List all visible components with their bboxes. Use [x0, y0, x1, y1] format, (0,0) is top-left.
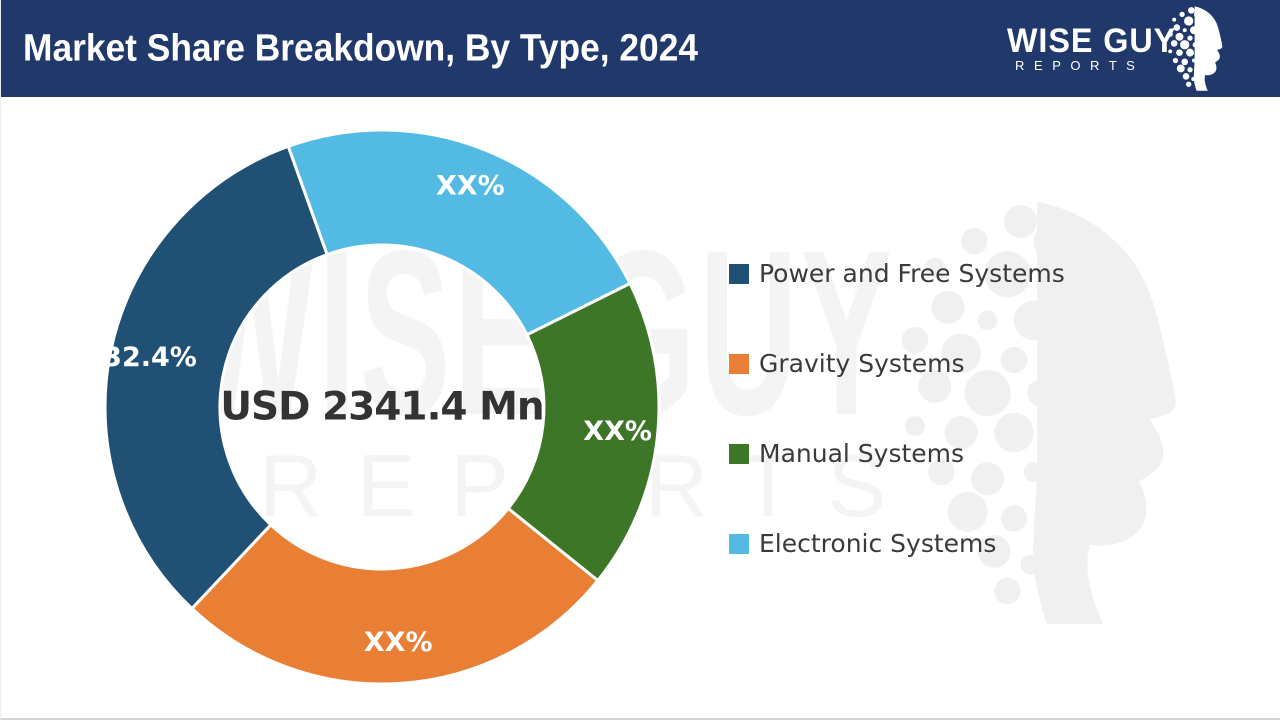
donut-segment-electronic-systems[interactable]: [286, 128, 632, 337]
legend-label: Gravity Systems: [759, 349, 965, 378]
brand-logo: WISE GUY R E P O R T S: [991, 0, 1280, 97]
legend-label: Power and Free Systems: [759, 259, 1065, 288]
legend-label: Manual Systems: [759, 439, 965, 468]
segment-value-label: 32.4%: [103, 342, 197, 373]
donut-segment-gravity-systems[interactable]: [190, 507, 600, 686]
header-bar: Market Share Breakdown, By Type, 2024 WI…: [1, 0, 1280, 97]
segment-value-label: XX%: [583, 416, 652, 447]
legend-swatch: [729, 264, 749, 284]
legend-item-manual-systems[interactable]: Manual Systems: [729, 441, 1065, 467]
logo-wordmark: WISE GUY: [1007, 22, 1177, 60]
legend-item-electronic-systems[interactable]: Electronic Systems: [729, 531, 1065, 557]
legend-label: Electronic Systems: [759, 529, 997, 558]
logo-subtext: R E P O R T S: [1015, 58, 1138, 73]
donut-segment-power-and-free-systems[interactable]: [103, 144, 329, 610]
legend-item-power-and-free-systems[interactable]: Power and Free Systems: [729, 261, 1065, 287]
donut-segment-manual-systems[interactable]: [506, 282, 661, 583]
center-value-label: USD 2341.4 Mn: [220, 384, 544, 430]
segment-value-label: XX%: [364, 627, 433, 658]
legend-swatch: [729, 354, 749, 374]
legend-swatch: [729, 444, 749, 464]
logo-face-icon: [1157, 5, 1223, 91]
legend-item-gravity-systems[interactable]: Gravity Systems: [729, 351, 1065, 377]
chart-legend: Power and Free Systems Gravity Systems Man…: [729, 261, 1065, 621]
legend-swatch: [729, 534, 749, 554]
page-title: Market Share Breakdown, By Type, 2024: [23, 27, 699, 69]
segment-value-label: XX%: [436, 171, 505, 202]
